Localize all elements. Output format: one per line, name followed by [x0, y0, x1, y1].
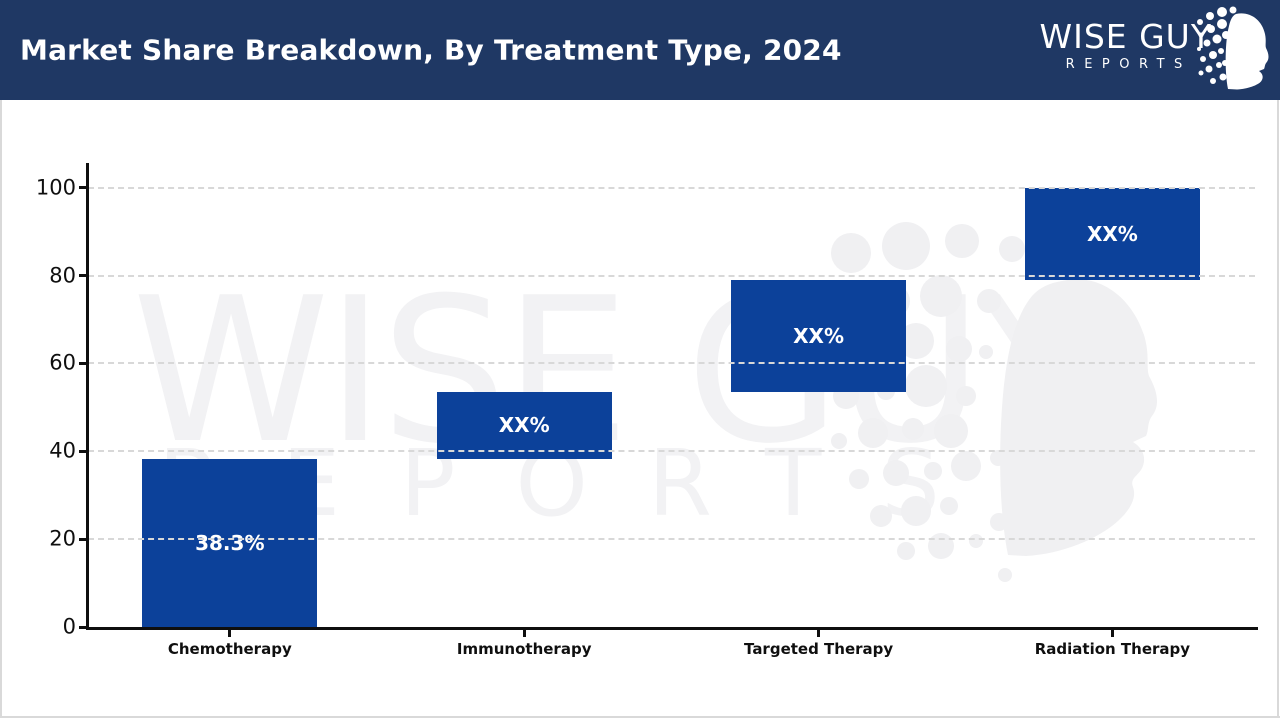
x-tick-label-2: Immunotherapy: [456, 640, 592, 658]
logo-suffix: REPORTS: [1065, 57, 1192, 72]
bar-immunotherapy: XX%: [436, 391, 612, 459]
gridline-20: [88, 538, 1255, 541]
y-tick-label-100: 100: [35, 175, 76, 200]
y-tick-label-0: 0: [62, 614, 76, 639]
bar-radiation-therapy: XX%: [1024, 187, 1200, 280]
y-tick-80: [79, 274, 86, 278]
y-tick-label-80: 80: [49, 263, 76, 288]
y-tick-40: [79, 449, 86, 453]
x-tick-4: [1110, 630, 1114, 637]
x-axis-spine: [86, 627, 1258, 630]
gridline-80: [88, 274, 1255, 277]
y-tick-60: [79, 361, 86, 365]
chart-title: Market Share Breakdown, By Treatment Typ…: [20, 33, 842, 67]
y-tick-20: [79, 537, 86, 541]
logo-text: WISE GUY REPORTS: [1039, 20, 1212, 72]
frame-border-left: [0, 100, 2, 718]
bar-targeted-therapy: XX%: [731, 279, 907, 392]
bar-value-label: 38.3%: [195, 530, 265, 555]
x-tick-3: [817, 630, 821, 637]
y-tick-label-20: 20: [49, 526, 76, 551]
bar-chemotherapy: 38.3%: [142, 458, 318, 627]
x-tick-label-1: Chemotherapy: [167, 640, 292, 658]
wise-guy-reports-logo: WISE GUY REPORTS: [1015, 4, 1270, 96]
bar-value-label: XX%: [793, 323, 845, 348]
y-tick-label-40: 40: [49, 438, 76, 463]
y-tick-0: [79, 625, 86, 629]
bar-value-label: XX%: [1086, 221, 1138, 246]
frame-border-bottom: [0, 716, 1280, 718]
x-tick-label-4: Radiation Therapy: [1034, 640, 1191, 658]
gridline-60: [88, 362, 1255, 365]
y-tick-label-60: 60: [49, 350, 76, 375]
bar-value-label: XX%: [498, 413, 550, 438]
x-tick-label-3: Targeted Therapy: [744, 640, 894, 658]
header-band: Market Share Breakdown, By Treatment Typ…: [0, 0, 1280, 100]
y-tick-100: [79, 186, 86, 190]
y-axis-spine: [86, 163, 89, 630]
logo-head-icon: [1197, 6, 1269, 90]
logo-name: WISE GUY: [1039, 17, 1212, 56]
x-tick-1: [228, 630, 232, 637]
gridline-100: [88, 186, 1255, 189]
x-tick-2: [522, 630, 526, 637]
frame-border-right: [1277, 100, 1279, 718]
gridline-40: [88, 450, 1255, 453]
